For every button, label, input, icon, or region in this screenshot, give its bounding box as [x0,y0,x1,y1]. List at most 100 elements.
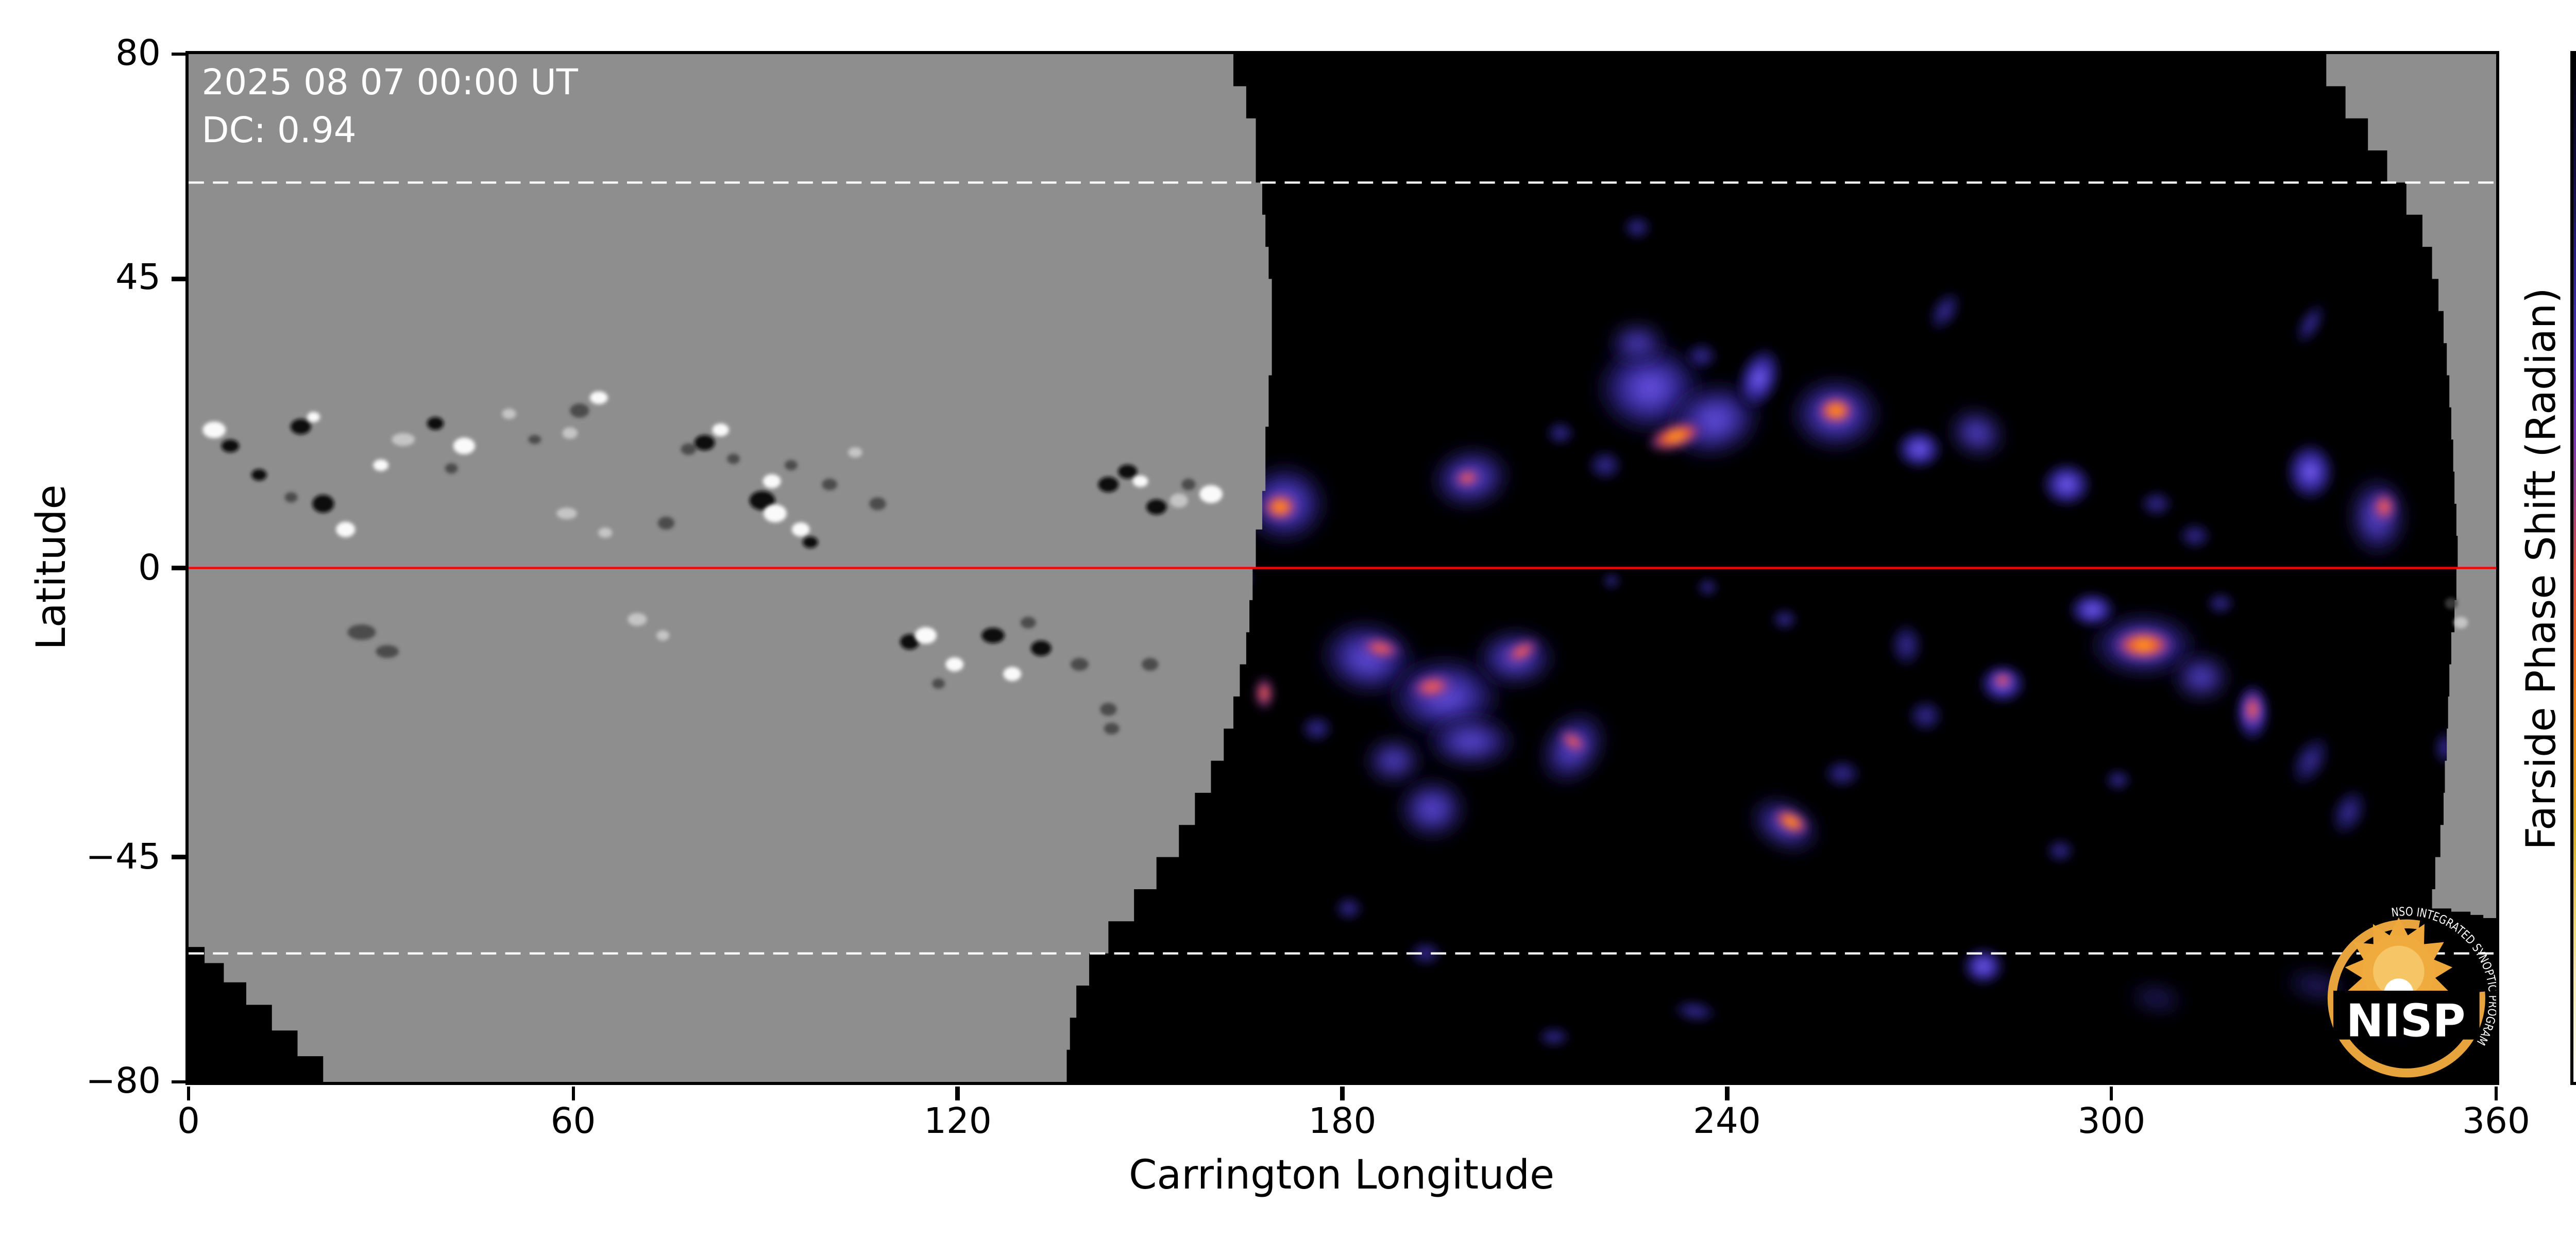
magnetic-speck [589,391,607,404]
map-annotation: 2025 08 07 00:00 UT DC: 0.94 [202,60,578,156]
x-tick-mark [571,1086,575,1100]
phase-shift-blob [1925,287,1963,334]
phase-shift-blob [1500,635,1542,667]
x-tick-label: 0 [177,1102,200,1142]
phase-colorbar-label: Farside Phase Shift (Radian) [2519,286,2566,850]
y-tick-label: −45 [86,837,161,877]
phase-shift-blob [1555,726,1589,756]
magnetic-speck [657,516,674,529]
magnetic-speck [1198,484,1222,503]
magnetic-speck [626,612,647,625]
magnetic-speck [802,535,818,548]
magnetic-speck [1145,498,1166,514]
logo-ring [2327,919,2485,1077]
y-axis-label: Latitude [29,484,76,650]
phase-shift-blob [1404,670,1459,702]
y-tick-label: 0 [138,548,161,588]
phase-shift-blob [1959,945,2006,986]
magnetic-speck [2453,616,2467,628]
y-tick-label: 45 [115,259,161,299]
magnetic-speck [944,656,963,671]
logo-wordmark: NISP [2345,994,2465,1046]
phase-shift-blob [1331,893,1365,922]
magnetic-speck [1103,722,1119,734]
magnetic-speck [821,478,837,490]
x-tick-mark [1725,1086,1729,1100]
phase-shift-blob [1600,570,1622,590]
magnetic-speck [726,453,739,464]
magnetic-speck [931,677,944,688]
logo-sun-dome [2383,977,2413,993]
phase-shift-blob [1296,711,1335,744]
magnetic-speck [201,420,225,438]
phase-shift-blob [1421,715,1518,767]
magnetic-speck [1141,657,1158,670]
magnetic-speck [1002,666,1021,681]
phase-shift-blob [2203,589,2236,616]
farside-phase-blobs [1230,212,2457,1048]
magnetic-speck [1020,616,1036,628]
magnetic-speck [391,432,414,446]
magnetic-speck [452,436,474,454]
magnetic-speck [914,626,936,643]
timestamp-annotation: 2025 08 07 00:00 UT [201,62,578,103]
phase-shift-blob [1607,323,1666,362]
phase-shift-blob [1259,490,1299,522]
phase-colorbar [2569,50,2576,1084]
x-tick-label: 300 [2077,1102,2146,1142]
phase-shift-blob [1904,696,1946,735]
magnetic-speck [561,426,577,438]
phase-shift-blob [2367,487,2399,525]
phase-shift-blob [1396,777,1467,839]
x-tick-mark [2109,1086,2114,1100]
magnetic-speck [1117,464,1137,478]
magnetic-speck [527,434,540,444]
magnetic-speck [444,462,457,473]
magnetic-speck [1180,478,1195,490]
magnetic-speck [1070,657,1088,670]
phase-shift-blob [1771,806,1810,836]
magnetic-speck [311,494,333,512]
phase-shift-blob [2109,626,2176,662]
magnetic-speck [290,418,311,434]
magnetic-speck [335,521,354,537]
x-axis-label: Carrington Longitude [1128,1153,1555,1199]
logo-sun-inner [2372,945,2424,996]
phase-shift-blob [2240,686,2264,731]
magnetic-speck [347,623,375,639]
magnetic-speck [762,473,781,488]
phase-shift-blob [2327,784,2369,839]
x-tick-label: 180 [1308,1102,1377,1142]
magnetic-speck [847,446,862,457]
x-tick-label: 360 [2462,1102,2530,1142]
magnetic-speck [501,408,516,418]
x-tick-mark [956,1086,960,1100]
magnetic-speck [655,629,669,640]
phase-shift-blob [1543,418,1577,447]
magnetic-speck [749,490,774,510]
magnetic-speck [220,438,239,452]
phase-shift-blob [1534,1024,1572,1048]
x-tick-label: 60 [550,1102,596,1142]
phase-shift-blob [1768,605,1800,632]
phase-shift-blob [1619,212,1653,241]
phase-shift-blob [1668,997,1720,1024]
phase-shift-blob [1820,756,1863,790]
magnetic-speck [899,633,919,649]
magnetic-speck [711,422,728,436]
y-tick-mark [171,566,185,570]
magnetic-speck [784,459,797,470]
phase-shift-blob [1681,339,1720,371]
phase-shift-blob [1644,418,1706,453]
magnetic-speck [868,496,886,510]
phase-shift-blob [1886,618,1925,670]
phase-shift-blob [2282,438,2336,503]
phase-shift-blob [1814,394,1857,426]
phase-shift-blob [2043,836,2076,864]
y-tick-mark [171,52,185,56]
magnetic-speck [375,644,398,657]
magnetic-speck [597,527,612,537]
